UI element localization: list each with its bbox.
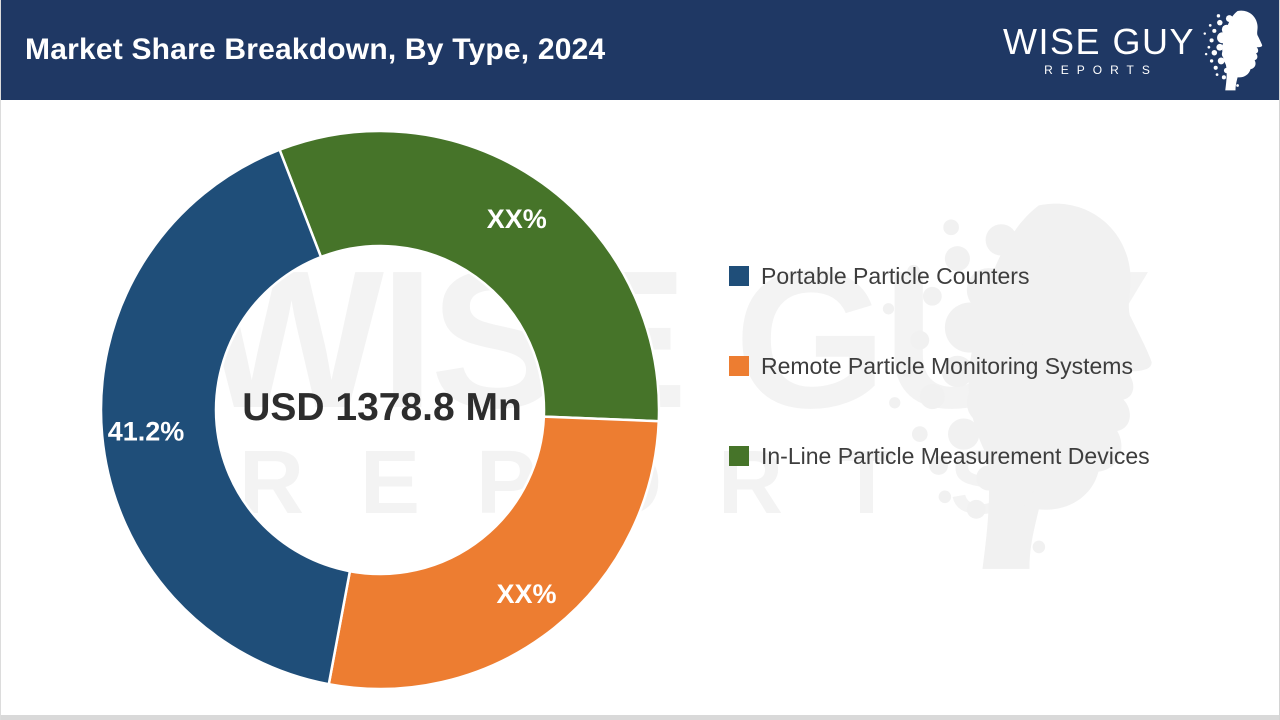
legend-label: Remote Particle Monitoring Systems [761,352,1133,379]
slice-label-remote-particle-monitoring-systems: XX% [496,579,556,609]
chart-legend: Portable Particle Counters Remote Particl… [729,254,1150,524]
slice-label-in-line-particle-measurement-devices: XX% [487,204,547,234]
page-title: Market Share Breakdown, By Type, 2024 [25,33,606,66]
logo-subtitle: REPORTS [1044,62,1158,77]
legend-label: In-Line Particle Measurement Devices [761,442,1150,469]
wise-guy-logo: WISE GUY REPORTS [1003,9,1265,91]
slice-label-portable-particle-counters: 41.2% [108,417,185,447]
legend-swatch [729,446,749,466]
donut-segment-portable-particle-counters [99,148,352,686]
legend-label: Portable Particle Counters [761,262,1030,289]
legend-item: Portable Particle Counters [729,254,1150,298]
donut-segment-in-line-particle-measurement-devices [278,129,661,423]
legend-swatch [729,356,749,376]
bottom-divider [1,715,1279,720]
logo-text: WISE GUY REPORTS [1002,20,1195,77]
legend-item: Remote Particle Monitoring Systems [729,344,1150,388]
donut-segment-remote-particle-monitoring-systems [327,415,661,691]
header-bar: Market Share Breakdown, By Type, 2024 WI… [1,0,1279,100]
legend-swatch [729,266,749,286]
donut-center-value: USD 1378.8 Mn [242,386,522,429]
logo-wordmark: WISE GUY [1002,20,1195,62]
legend-item: In-Line Particle Measurement Devices [729,434,1150,478]
